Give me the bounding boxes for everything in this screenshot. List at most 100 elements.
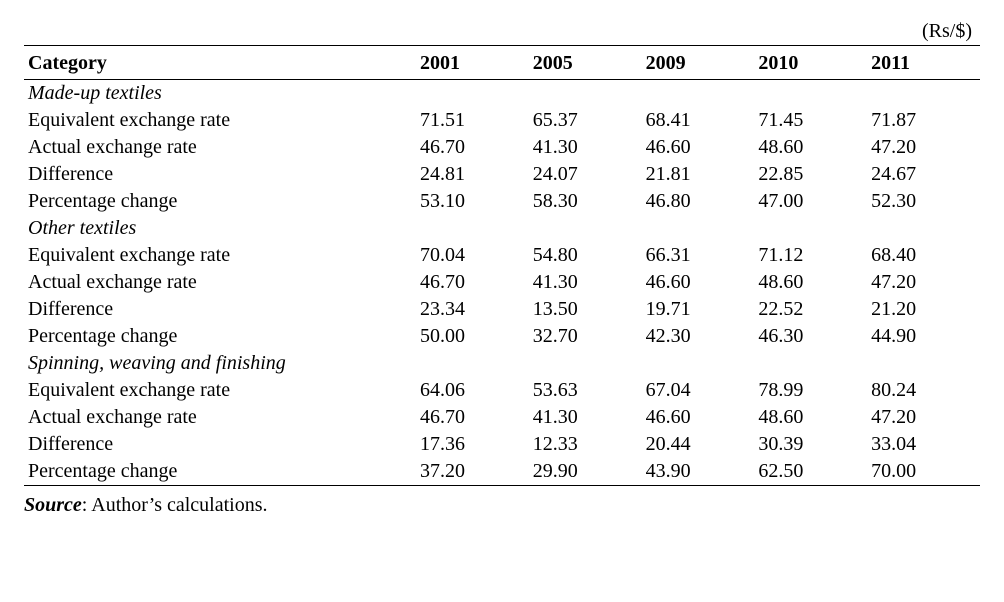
cell-value: 41.30 [529, 404, 642, 431]
row-label: Equivalent exchange rate [24, 377, 416, 404]
section-row: Other textiles [24, 215, 980, 242]
table-row: Equivalent exchange rate70.0454.8066.317… [24, 242, 980, 269]
cell-value: 70.04 [416, 242, 529, 269]
cell-value: 53.10 [416, 188, 529, 215]
header-2010: 2010 [754, 46, 867, 80]
cell-value: 80.24 [867, 377, 980, 404]
cell-value: 47.00 [754, 188, 867, 215]
cell-value: 68.41 [642, 107, 755, 134]
cell-value: 30.39 [754, 431, 867, 458]
table-row: Difference23.3413.5019.7122.5221.20 [24, 296, 980, 323]
row-label: Actual exchange rate [24, 134, 416, 161]
cell-value: 24.67 [867, 161, 980, 188]
cell-value: 46.80 [642, 188, 755, 215]
cell-value: 41.30 [529, 269, 642, 296]
cell-value: 53.63 [529, 377, 642, 404]
cell-value: 47.20 [867, 404, 980, 431]
cell-value: 21.81 [642, 161, 755, 188]
cell-value: 46.70 [416, 269, 529, 296]
cell-value: 41.30 [529, 134, 642, 161]
cell-value: 71.51 [416, 107, 529, 134]
cell-value: 44.90 [867, 323, 980, 350]
row-label: Equivalent exchange rate [24, 242, 416, 269]
cell-value: 64.06 [416, 377, 529, 404]
cell-value: 32.70 [529, 323, 642, 350]
cell-value: 65.37 [529, 107, 642, 134]
cell-value: 71.12 [754, 242, 867, 269]
cell-value: 43.90 [642, 458, 755, 486]
cell-value: 23.34 [416, 296, 529, 323]
source-label: Source [24, 494, 82, 516]
cell-value: 47.20 [867, 269, 980, 296]
section-row: Spinning, weaving and finishing [24, 350, 980, 377]
cell-value: 22.52 [754, 296, 867, 323]
source-line: Source: Author’s calculations. [24, 494, 980, 517]
cell-value: 12.33 [529, 431, 642, 458]
cell-value: 13.50 [529, 296, 642, 323]
cell-value: 46.60 [642, 134, 755, 161]
cell-value: 71.87 [867, 107, 980, 134]
cell-value: 19.71 [642, 296, 755, 323]
header-2009: 2009 [642, 46, 755, 80]
cell-value: 47.20 [867, 134, 980, 161]
row-label: Difference [24, 161, 416, 188]
cell-value: 48.60 [754, 269, 867, 296]
cell-value: 24.81 [416, 161, 529, 188]
cell-value: 66.31 [642, 242, 755, 269]
cell-value: 22.85 [754, 161, 867, 188]
table-row: Percentage change37.2029.9043.9062.5070.… [24, 458, 980, 486]
table-row: Actual exchange rate46.7041.3046.6048.60… [24, 404, 980, 431]
table-body: Made-up textilesEquivalent exchange rate… [24, 80, 980, 486]
cell-value: 54.80 [529, 242, 642, 269]
cell-value: 62.50 [754, 458, 867, 486]
unit-label: (Rs/$) [24, 20, 980, 43]
header-2011: 2011 [867, 46, 980, 80]
cell-value: 42.30 [642, 323, 755, 350]
table-row: Equivalent exchange rate64.0653.6367.047… [24, 377, 980, 404]
table-row: Difference24.8124.0721.8122.8524.67 [24, 161, 980, 188]
cell-value: 52.30 [867, 188, 980, 215]
table-row: Percentage change53.1058.3046.8047.0052.… [24, 188, 980, 215]
cell-value: 37.20 [416, 458, 529, 486]
header-2005: 2005 [529, 46, 642, 80]
section-title: Other textiles [24, 215, 980, 242]
row-label: Equivalent exchange rate [24, 107, 416, 134]
table-row: Difference17.3612.3320.4430.3933.04 [24, 431, 980, 458]
row-label: Actual exchange rate [24, 404, 416, 431]
cell-value: 50.00 [416, 323, 529, 350]
table-row: Actual exchange rate46.7041.3046.6048.60… [24, 269, 980, 296]
cell-value: 17.36 [416, 431, 529, 458]
table-row: Actual exchange rate46.7041.3046.6048.60… [24, 134, 980, 161]
cell-value: 58.30 [529, 188, 642, 215]
cell-value: 48.60 [754, 404, 867, 431]
section-row: Made-up textiles [24, 80, 980, 108]
row-label: Percentage change [24, 323, 416, 350]
cell-value: 33.04 [867, 431, 980, 458]
section-title: Made-up textiles [24, 80, 980, 108]
cell-value: 46.60 [642, 269, 755, 296]
header-2001: 2001 [416, 46, 529, 80]
row-label: Difference [24, 431, 416, 458]
header-row: Category 2001 2005 2009 2010 2011 [24, 46, 980, 80]
table-row: Percentage change50.0032.7042.3046.3044.… [24, 323, 980, 350]
row-label: Percentage change [24, 188, 416, 215]
table-row: Equivalent exchange rate71.5165.3768.41 7… [24, 107, 980, 134]
cell-value: 46.60 [642, 404, 755, 431]
cell-value: 48.60 [754, 134, 867, 161]
cell-value: 67.04 [642, 377, 755, 404]
data-table: Category 2001 2005 2009 2010 2011 Made-u… [24, 45, 980, 486]
cell-value: 21.20 [867, 296, 980, 323]
row-label: Percentage change [24, 458, 416, 486]
row-label: Actual exchange rate [24, 269, 416, 296]
cell-value: 20.44 [642, 431, 755, 458]
cell-value: 46.70 [416, 404, 529, 431]
cell-value: 24.07 [529, 161, 642, 188]
cell-value: 46.30 [754, 323, 867, 350]
cell-value: 46.70 [416, 134, 529, 161]
cell-value: 70.00 [867, 458, 980, 486]
section-title: Spinning, weaving and finishing [24, 350, 980, 377]
row-label: Difference [24, 296, 416, 323]
header-category: Category [24, 46, 416, 80]
source-text: : Author’s calculations. [82, 494, 268, 516]
cell-value: 29.90 [529, 458, 642, 486]
